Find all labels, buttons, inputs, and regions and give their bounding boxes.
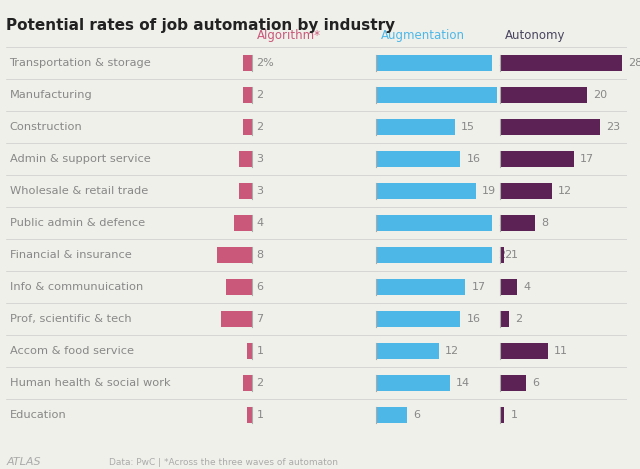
Text: 16: 16 xyxy=(467,154,481,164)
Text: 2: 2 xyxy=(257,90,264,100)
Text: 3: 3 xyxy=(257,154,264,164)
Text: Admin & support service: Admin & support service xyxy=(10,154,150,164)
Bar xyxy=(243,119,252,135)
Text: 22: 22 xyxy=(498,250,513,260)
Text: 12: 12 xyxy=(445,347,460,356)
Bar xyxy=(500,151,574,167)
Text: Transportation & storage: Transportation & storage xyxy=(10,58,151,68)
Bar xyxy=(500,375,526,392)
Text: 14: 14 xyxy=(456,378,470,388)
Bar xyxy=(243,375,252,392)
Bar xyxy=(376,247,492,263)
Text: 1: 1 xyxy=(511,250,518,260)
Text: 1: 1 xyxy=(257,410,264,420)
Text: 8: 8 xyxy=(541,218,548,228)
Bar xyxy=(500,119,600,135)
Bar xyxy=(247,343,252,359)
Text: Manufacturing: Manufacturing xyxy=(10,90,92,100)
Bar xyxy=(243,55,252,71)
Text: 22%: 22% xyxy=(498,58,523,68)
Bar xyxy=(500,55,621,71)
Bar xyxy=(376,215,492,231)
Text: Prof, scientific & tech: Prof, scientific & tech xyxy=(10,314,131,324)
Text: 16: 16 xyxy=(467,314,481,324)
Bar xyxy=(500,247,504,263)
Bar xyxy=(500,215,534,231)
Text: Wholesale & retail trade: Wholesale & retail trade xyxy=(10,186,148,196)
Bar xyxy=(500,343,548,359)
Text: 23: 23 xyxy=(503,90,518,100)
Bar xyxy=(217,247,252,263)
Bar xyxy=(376,87,497,103)
Bar xyxy=(221,311,252,327)
Bar xyxy=(239,183,252,199)
Text: 4: 4 xyxy=(257,218,264,228)
Bar xyxy=(247,408,252,424)
Bar xyxy=(376,408,408,424)
Text: 6: 6 xyxy=(532,378,540,388)
Text: 17: 17 xyxy=(580,154,594,164)
Text: 7: 7 xyxy=(257,314,264,324)
Text: 2: 2 xyxy=(257,378,264,388)
Bar xyxy=(500,87,587,103)
Bar xyxy=(376,183,476,199)
Text: 2: 2 xyxy=(257,122,264,132)
Text: Public admin & defence: Public admin & defence xyxy=(10,218,145,228)
Text: 2%: 2% xyxy=(257,58,275,68)
Bar xyxy=(376,343,439,359)
Bar xyxy=(376,311,460,327)
Text: Accom & food service: Accom & food service xyxy=(10,347,134,356)
Text: 23: 23 xyxy=(606,122,620,132)
Bar xyxy=(239,151,252,167)
Text: 12: 12 xyxy=(558,186,572,196)
Text: 19: 19 xyxy=(483,186,497,196)
Bar xyxy=(376,279,465,295)
Text: 15: 15 xyxy=(461,122,475,132)
Bar xyxy=(500,408,504,424)
Text: Augmentation: Augmentation xyxy=(381,29,465,42)
Bar xyxy=(376,119,455,135)
Text: 2: 2 xyxy=(515,314,522,324)
Bar xyxy=(225,279,252,295)
Text: Human health & social work: Human health & social work xyxy=(10,378,170,388)
Text: 4: 4 xyxy=(524,282,531,292)
Text: 8: 8 xyxy=(257,250,264,260)
Text: 1: 1 xyxy=(511,410,518,420)
Text: Potential rates of job automation by industry: Potential rates of job automation by ind… xyxy=(6,18,396,33)
Text: 28%: 28% xyxy=(628,58,640,68)
Text: Education: Education xyxy=(10,410,67,420)
Text: Algorithm*: Algorithm* xyxy=(257,29,321,42)
Text: Financial & insurance: Financial & insurance xyxy=(10,250,131,260)
Text: ATLAS: ATLAS xyxy=(6,457,41,467)
Bar xyxy=(376,55,492,71)
Bar xyxy=(243,87,252,103)
Text: 17: 17 xyxy=(472,282,486,292)
Text: 11: 11 xyxy=(554,347,568,356)
Text: Autonomy: Autonomy xyxy=(505,29,565,42)
Bar xyxy=(500,279,517,295)
Bar xyxy=(234,215,252,231)
Text: Data: PwC | *Across the three waves of automaton: Data: PwC | *Across the three waves of a… xyxy=(109,458,338,467)
Text: 20: 20 xyxy=(593,90,607,100)
Text: Info & communuication: Info & communuication xyxy=(10,282,143,292)
Bar xyxy=(376,375,450,392)
Text: 1: 1 xyxy=(257,347,264,356)
Text: 6: 6 xyxy=(413,410,420,420)
Bar xyxy=(500,183,552,199)
Text: Construction: Construction xyxy=(10,122,83,132)
Text: 22: 22 xyxy=(498,218,513,228)
Text: 6: 6 xyxy=(257,282,264,292)
Bar xyxy=(376,151,460,167)
Bar xyxy=(500,311,509,327)
Text: 3: 3 xyxy=(257,186,264,196)
